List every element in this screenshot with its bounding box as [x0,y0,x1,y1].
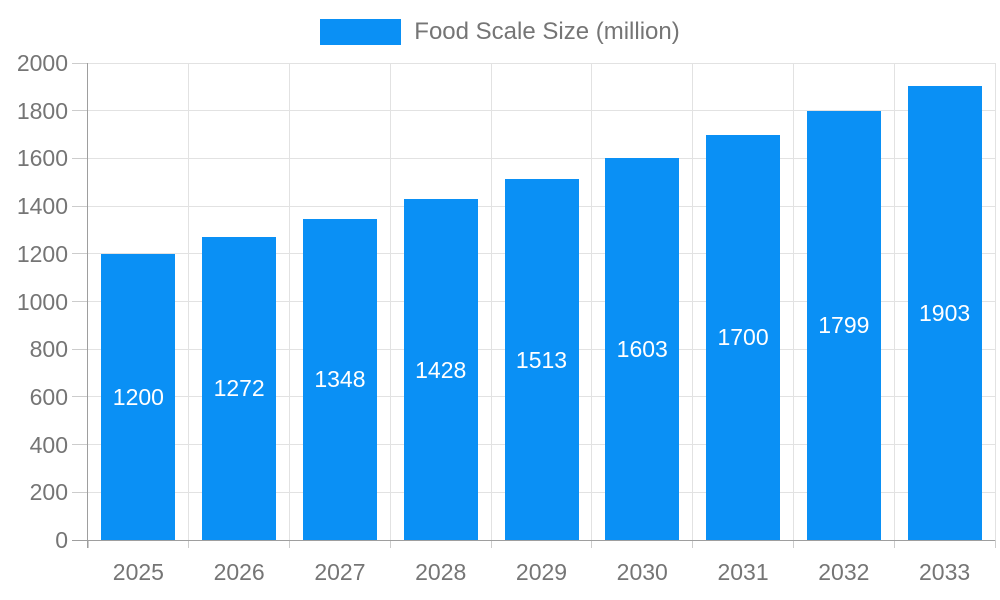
y-axis-label: 400 [29,431,68,458]
x-axis-label: 2027 [314,559,366,585]
x-axis-label: 2026 [213,559,265,585]
x-axis-line [72,539,995,541]
y-axis-line [87,63,88,548]
bar-value-label: 1799 [818,312,870,339]
bar-2029[interactable] [504,179,579,540]
x-axis-label: 2033 [919,559,971,585]
y-tick [72,205,88,207]
y-axis-label: 600 [29,383,68,410]
x-tick [591,540,593,548]
x-gridline [289,63,291,540]
x-axis-label: 2030 [616,559,668,585]
x-tick [188,540,190,548]
bar-value-label: 1903 [919,300,971,327]
bar-value-label: 1272 [213,375,265,402]
x-axis-label: 2031 [717,559,769,585]
y-axis-label: 0 [55,527,68,553]
legend-swatch[interactable] [320,19,402,45]
bar-value-label: 1428 [415,356,467,383]
y-axis-label: 800 [29,336,68,363]
x-tick [289,540,291,548]
y-gridline [88,157,995,159]
x-gridline [188,63,190,540]
x-tick [87,540,89,548]
y-tick [72,301,88,302]
y-tick [72,348,88,350]
x-axis-label: 2032 [818,559,870,585]
x-tick [692,540,694,548]
y-axis-label: 1600 [16,145,68,172]
bar-2025[interactable] [101,253,176,540]
y-gridline [88,110,995,112]
y-axis-label: 1200 [16,240,68,267]
x-tick [490,540,492,548]
bar-value-label: 1200 [112,383,164,410]
y-gridline [88,62,995,64]
x-gridline [994,63,996,540]
bar-value-label: 1348 [314,366,366,393]
y-tick [72,110,88,112]
x-tick [389,540,391,548]
y-tick [72,491,88,493]
bar-2031[interactable] [706,134,781,540]
bar-2030[interactable] [605,157,680,540]
x-gridline [792,63,794,540]
x-gridline [591,63,593,540]
x-tick [893,540,895,548]
x-axis-label: 2028 [415,559,467,585]
x-tick [994,540,996,548]
x-axis-label: 2029 [515,559,568,585]
y-tick [72,157,88,159]
y-tick [72,253,88,255]
x-gridline [490,63,492,540]
bar-value-label: 1603 [616,335,668,362]
y-axis-label: 1000 [16,288,68,315]
bar-value-label: 1513 [515,346,568,373]
x-gridline [692,63,694,540]
bar-2026[interactable] [202,236,277,540]
y-axis-label: 1400 [16,193,68,220]
bar-2027[interactable] [302,218,377,540]
x-gridline [389,63,391,540]
bar-2033[interactable] [907,86,982,540]
y-tick [72,444,88,446]
x-gridline [893,63,895,540]
y-tick [72,62,88,64]
y-axis-label: 2000 [16,50,68,76]
y-tick [72,396,88,398]
legend-label[interactable]: Food Scale Size (million) [414,18,680,45]
bar-2028[interactable] [403,199,478,540]
bar-value-label: 1700 [717,324,769,351]
chart-legend: Food Scale Size (million) [0,19,1000,45]
y-axis-label: 1800 [16,97,68,124]
x-tick [792,540,794,548]
bar-2032[interactable] [806,110,881,540]
y-axis-label: 200 [29,479,68,506]
x-axis-label: 2025 [112,559,164,585]
